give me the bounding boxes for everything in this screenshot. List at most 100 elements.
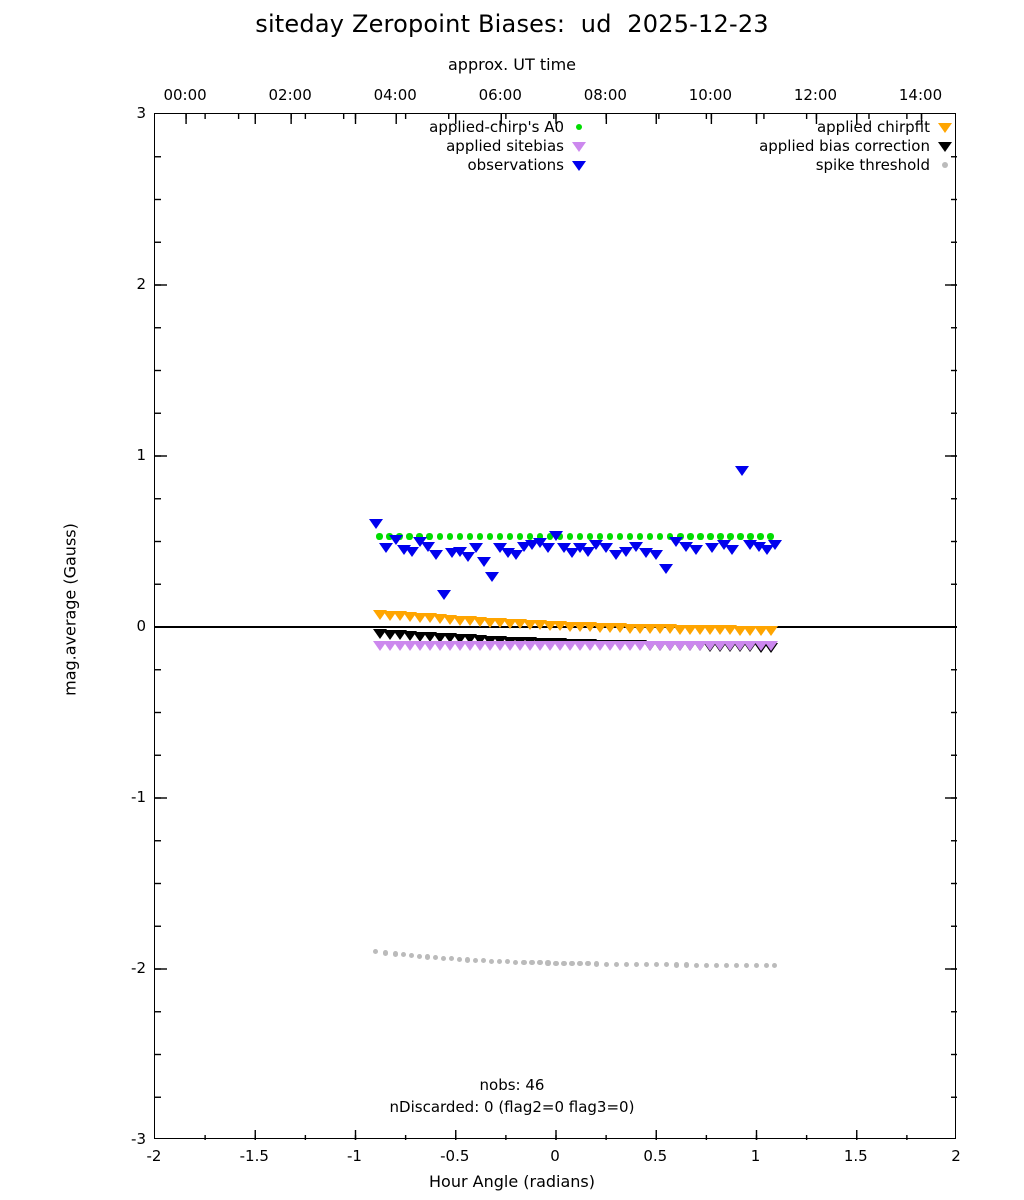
- data-point: [436, 589, 451, 600]
- data-point: [687, 533, 694, 540]
- data-point: [513, 959, 519, 965]
- top-axis-tick-label: 12:00: [793, 86, 838, 104]
- data-point: [542, 641, 557, 652]
- data-point: [757, 533, 764, 540]
- data-point: [522, 641, 537, 652]
- data-point: [496, 533, 504, 540]
- data-point: [683, 624, 698, 635]
- data-point: [436, 533, 443, 540]
- data-point: [465, 957, 471, 963]
- data-layer: [155, 114, 957, 1140]
- x-axis-tick-label: 1.5: [843, 1147, 868, 1165]
- data-point: [402, 612, 417, 623]
- data-point: [442, 614, 457, 625]
- data-point: [506, 533, 514, 540]
- data-point: [623, 641, 638, 652]
- data-point: [563, 641, 578, 652]
- data-point: [524, 539, 539, 550]
- data-point: [723, 625, 738, 636]
- data-point: [585, 961, 591, 967]
- data-point: [460, 551, 475, 562]
- data-point: [549, 531, 563, 542]
- data-point: [683, 641, 698, 652]
- data-point: [422, 641, 437, 652]
- legend-triangle-marker: [938, 142, 952, 152]
- x-axis-tick-label: 2: [951, 1147, 961, 1165]
- y-axis-tick-label: -3: [131, 1130, 146, 1148]
- data-point: [382, 641, 397, 652]
- data-point: [669, 536, 684, 547]
- data-point: [426, 533, 433, 540]
- legend-item-marker: [936, 118, 956, 137]
- data-point: [392, 611, 407, 622]
- data-point: [382, 950, 389, 956]
- data-point: [763, 641, 778, 652]
- data-point: [433, 955, 439, 961]
- data-point: [673, 962, 679, 968]
- data-point: [542, 620, 557, 631]
- data-point: [532, 620, 547, 631]
- data-point: [545, 960, 551, 966]
- legend-item[interactable]: applied bias correction: [540, 137, 956, 156]
- data-point: [633, 641, 648, 652]
- data-point: [583, 641, 598, 652]
- data-point: [705, 543, 720, 554]
- data-point: [396, 545, 411, 556]
- data-point: [378, 543, 393, 554]
- data-point: [452, 546, 467, 557]
- data-point: [516, 541, 531, 552]
- data-point: [639, 548, 654, 559]
- note-nobs: nobs: 46: [479, 1076, 545, 1094]
- data-point: [402, 630, 417, 641]
- data-point: [441, 955, 447, 961]
- data-point: [713, 625, 728, 636]
- data-point: [759, 545, 774, 556]
- legend-item-marker: [570, 118, 590, 137]
- legend-item[interactable]: spike threshold: [540, 156, 956, 175]
- data-point: [476, 533, 483, 540]
- data-point: [733, 641, 748, 652]
- legend-item-marker: [570, 137, 590, 156]
- data-point: [663, 624, 678, 635]
- data-point: [401, 952, 407, 958]
- legend-item[interactable]: observations: [154, 156, 590, 175]
- legend-item[interactable]: applied-chirp's A0: [154, 118, 590, 137]
- legend-item-label: applied sitebias: [446, 137, 564, 155]
- legend-item-label: observations: [467, 156, 564, 174]
- data-point: [767, 539, 782, 550]
- data-point: [392, 641, 407, 652]
- data-point: [388, 534, 403, 545]
- data-point: [743, 962, 750, 969]
- top-axis-tick-label: 10:00: [688, 86, 732, 104]
- data-point: [735, 466, 750, 477]
- data-point: [703, 641, 718, 652]
- data-point: [537, 960, 543, 966]
- x-axis-tick-label: 1: [750, 1147, 761, 1165]
- data-point: [653, 624, 668, 635]
- data-point: [737, 533, 744, 540]
- data-point: [649, 550, 664, 561]
- data-point: [703, 962, 709, 968]
- top-axis-tick-label: 14:00: [898, 86, 943, 104]
- data-point: [497, 958, 503, 965]
- axes-ticks: [155, 114, 957, 1140]
- data-point: [723, 962, 729, 968]
- data-point: [482, 635, 497, 646]
- legend-item-label: applied bias correction: [759, 137, 930, 155]
- data-point: [589, 539, 604, 550]
- data-point: [404, 546, 419, 557]
- legend-item[interactable]: applied chirpfit: [540, 118, 956, 137]
- data-point: [372, 628, 387, 639]
- data-point: [462, 641, 477, 652]
- data-point: [613, 623, 628, 634]
- legend-item[interactable]: applied sitebias: [154, 137, 590, 156]
- data-point: [725, 545, 740, 556]
- data-point: [643, 624, 658, 635]
- data-point: [693, 962, 699, 968]
- data-point: [472, 616, 487, 627]
- note-discarded: nDiscarded: 0 (flag2=0 flag3=0): [389, 1098, 635, 1116]
- data-point: [565, 548, 580, 559]
- data-point: [763, 963, 770, 969]
- data-point: [392, 630, 407, 641]
- data-point: [372, 949, 379, 955]
